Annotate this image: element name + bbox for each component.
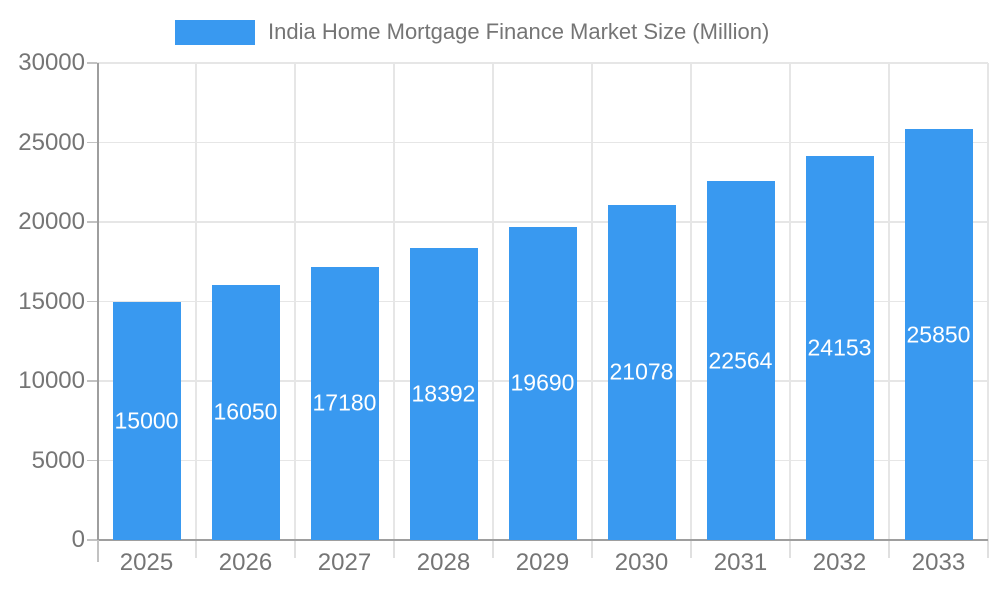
bar-2028[interactable]: 18392 bbox=[409, 247, 478, 540]
bar-2029[interactable]: 19690 bbox=[508, 226, 577, 540]
gridline-v-9 bbox=[987, 63, 989, 540]
bar-2026[interactable]: 16050 bbox=[211, 284, 280, 540]
bar-value-2028: 18392 bbox=[411, 380, 476, 407]
y-axis-label-20000: 20000 bbox=[18, 208, 85, 235]
gridline-v-2 bbox=[294, 63, 296, 540]
y-tick-30000 bbox=[87, 62, 97, 64]
x-tick-1 bbox=[195, 540, 197, 558]
bar-value-2030: 21078 bbox=[609, 358, 674, 385]
bar-2032[interactable]: 24153 bbox=[805, 155, 874, 540]
y-tick-10000 bbox=[87, 380, 97, 382]
y-tick-15000 bbox=[87, 300, 97, 303]
gridline-v-6 bbox=[690, 63, 692, 540]
gridline-v-7 bbox=[789, 63, 791, 540]
legend-label: India Home Mortgage Finance Market Size … bbox=[268, 19, 770, 44]
bar-value-2029: 19690 bbox=[510, 369, 575, 396]
x-axis-label-2030: 2030 bbox=[614, 549, 669, 576]
bar-value-2026: 16050 bbox=[213, 398, 278, 425]
x-axis-label-2026: 2026 bbox=[218, 549, 273, 576]
bar-2033[interactable]: 25850 bbox=[904, 129, 973, 540]
bar-2027[interactable]: 17180 bbox=[310, 266, 379, 540]
x-axis-label-2029: 2029 bbox=[515, 549, 570, 576]
y-axis-label-15000: 15000 bbox=[18, 287, 85, 315]
y-tick-0 bbox=[87, 539, 97, 541]
x-tick-9 bbox=[987, 540, 989, 558]
x-tick-7 bbox=[789, 540, 791, 558]
y-axis-label-10000: 10000 bbox=[18, 367, 85, 394]
gridline-v-4 bbox=[492, 63, 494, 540]
gridline-h-25000 bbox=[97, 141, 988, 144]
x-axis-label-2032: 2032 bbox=[812, 549, 867, 576]
bar-value-2032: 24153 bbox=[807, 334, 872, 361]
legend: India Home Mortgage Finance Market Size … bbox=[175, 19, 769, 45]
x-tick-3 bbox=[393, 540, 395, 558]
plot-area: 15000 16050 17180 18392 19690 21078 22564 24153… bbox=[87, 62, 989, 562]
gridline-v-5 bbox=[591, 63, 593, 540]
x-tick-8 bbox=[888, 540, 890, 558]
gridline-v-3 bbox=[393, 63, 395, 540]
bar-value-2027: 17180 bbox=[312, 389, 377, 416]
y-axis-line bbox=[97, 63, 99, 540]
gridline-h-30000 bbox=[97, 62, 988, 64]
x-axis-label-2027: 2027 bbox=[317, 549, 372, 576]
y-axis-label-25000: 25000 bbox=[18, 128, 85, 156]
bar-value-2033: 25850 bbox=[906, 321, 971, 347]
x-axis-label-2028: 2028 bbox=[416, 549, 471, 576]
x-axis-label-2033: 2033 bbox=[911, 549, 966, 576]
x-tick-4 bbox=[492, 540, 494, 558]
gridline-v-8 bbox=[888, 63, 890, 540]
x-tick-6 bbox=[690, 540, 692, 558]
y-tick-25000 bbox=[87, 141, 97, 144]
y-axis-label-0: 0 bbox=[71, 526, 85, 553]
gridline-h-20000 bbox=[97, 221, 988, 223]
y-tick-5000 bbox=[87, 459, 97, 462]
x-axis-line bbox=[97, 539, 988, 541]
y-axis-label-5000: 5000 bbox=[31, 446, 85, 474]
y-tick-20000 bbox=[87, 221, 97, 223]
x-tick-5 bbox=[591, 540, 593, 558]
x-axis-origin-tick bbox=[97, 540, 99, 562]
bar-value-2025: 15000 bbox=[114, 407, 179, 434]
x-tick-2 bbox=[294, 540, 296, 558]
bar-2025[interactable]: 15000 bbox=[112, 301, 181, 540]
y-axis-label-30000: 30000 bbox=[18, 49, 85, 76]
x-axis-label-2031: 2031 bbox=[713, 549, 768, 576]
gridline-v-1 bbox=[195, 63, 197, 540]
bar-value-2031: 22564 bbox=[708, 347, 773, 374]
bar-2031[interactable]: 22564 bbox=[706, 181, 775, 540]
legend-swatch bbox=[175, 19, 255, 45]
bar-2030[interactable]: 21078 bbox=[607, 204, 676, 540]
x-axis-label-2025: 2025 bbox=[119, 549, 174, 576]
